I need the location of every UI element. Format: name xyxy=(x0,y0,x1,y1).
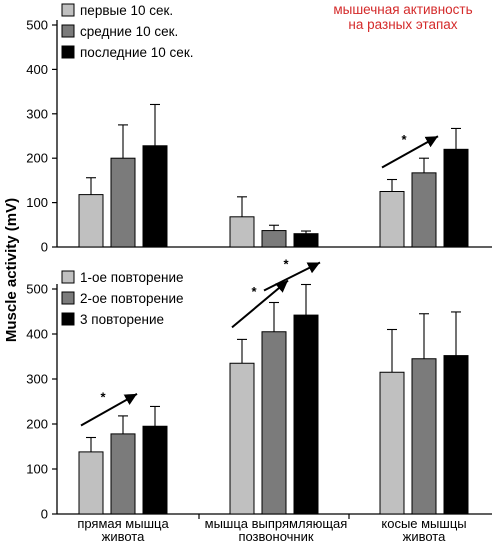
significance-arrow xyxy=(231,279,289,329)
bar xyxy=(379,371,405,515)
bar xyxy=(411,358,437,515)
y-tick-label: 400 xyxy=(26,327,48,342)
bar xyxy=(142,145,168,248)
legend-swatch xyxy=(61,45,75,59)
significance-star: * xyxy=(251,284,257,299)
annotation-line-1: мышечная активность xyxy=(333,2,472,17)
category-label: позвоночник xyxy=(238,529,313,543)
y-tick-label: 300 xyxy=(26,372,48,387)
y-tick-label: 200 xyxy=(26,151,48,166)
y-tick-label: 0 xyxy=(41,240,48,255)
bar xyxy=(379,191,405,248)
significance-arrow xyxy=(381,135,439,169)
bar xyxy=(411,172,437,248)
y-tick-label: 500 xyxy=(26,282,48,297)
legend-label: первые 10 сек. xyxy=(80,3,173,18)
legend-label: 2-ое повторение xyxy=(80,291,184,306)
significance-arrow xyxy=(80,393,138,427)
annotation-line-2: на разных этапах xyxy=(348,17,457,32)
y-tick-label: 300 xyxy=(26,106,48,121)
legend-swatch xyxy=(61,24,75,38)
bar xyxy=(229,216,255,248)
y-axis-label: Muscle activity (mV) xyxy=(3,198,20,342)
bar xyxy=(110,433,136,515)
legend-label: 1-ое повторение xyxy=(80,270,184,285)
legend-swatch xyxy=(61,291,75,305)
y-tick-label: 100 xyxy=(26,462,48,477)
bar xyxy=(293,314,319,515)
y-tick-label: 100 xyxy=(26,195,48,210)
legend-swatch xyxy=(61,312,75,326)
category-label: мышца выпрямляющая xyxy=(205,516,348,531)
legend-label: средние 10 сек. xyxy=(80,24,178,39)
bar xyxy=(110,157,136,248)
significance-star: * xyxy=(283,257,289,272)
y-tick-label: 0 xyxy=(41,507,48,522)
bar xyxy=(78,451,104,515)
category-label: прямая мышца xyxy=(77,516,169,531)
bar xyxy=(261,230,287,248)
y-tick-label: 400 xyxy=(26,62,48,77)
category-label: живота xyxy=(102,529,145,543)
bar xyxy=(142,425,168,515)
bar xyxy=(78,194,104,248)
legend-swatch xyxy=(61,270,75,284)
bar xyxy=(261,331,287,515)
significance-star: * xyxy=(401,132,407,147)
category-label: косые мышцы xyxy=(381,516,466,531)
bottom-panel: 0 100 200 300 400 500 * * * 1-ое повторение 2-ое п… xyxy=(26,257,492,522)
significance-arrow xyxy=(263,261,321,292)
y-tick-label: 500 xyxy=(26,18,48,33)
legend-label: последние 10 сек. xyxy=(80,45,193,60)
top-panel: 0 100 200 300 400 500 * первые 10 сек. средние 1… xyxy=(26,3,492,255)
legend-label: 3 повторение xyxy=(80,312,164,327)
bar xyxy=(293,233,319,248)
bar xyxy=(443,148,469,248)
bar xyxy=(443,355,469,515)
legend-swatch xyxy=(61,3,75,17)
bar xyxy=(229,362,255,515)
significance-star: * xyxy=(100,390,106,405)
y-tick-label: 200 xyxy=(26,417,48,432)
category-label: живота xyxy=(403,529,446,543)
